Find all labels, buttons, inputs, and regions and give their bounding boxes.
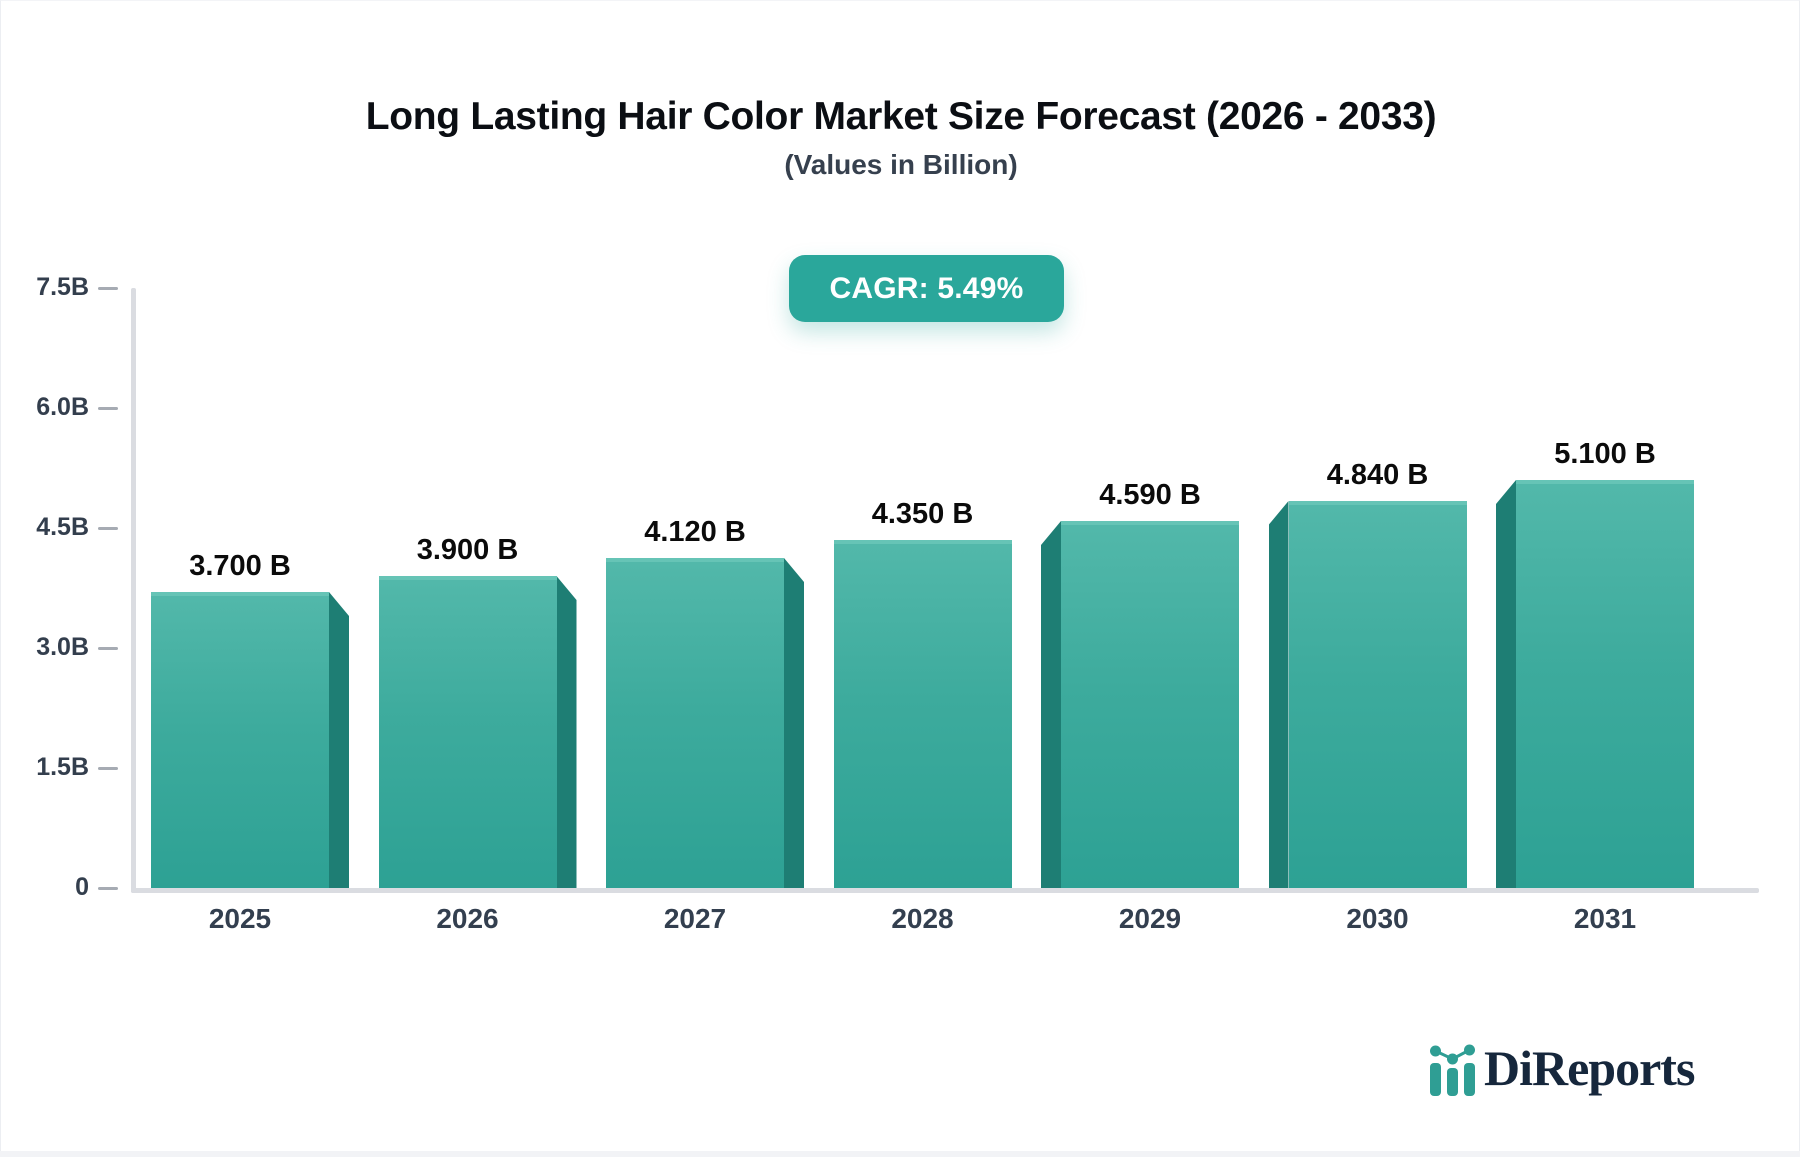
direports-logo-icon (1430, 1044, 1475, 1096)
bar-face-2031 (1516, 480, 1694, 888)
bar-value-label-2026: 3.900 B (416, 534, 519, 566)
y-tick-label-4.5B: 4.5B (36, 513, 89, 541)
bar-3d-side-2031 (1496, 480, 1516, 888)
bar-value-label-2031: 5.100 B (1554, 438, 1656, 470)
y-tick-mark-7.5B (98, 287, 118, 290)
bar-2027 (606, 558, 804, 888)
x-axis-label-2030: 2030 (1346, 903, 1409, 934)
bar-value-label-2027: 4.120 B (644, 516, 746, 548)
bar-3d-side-2030 (1268, 501, 1289, 888)
bar-value-label-2028: 4.350 B (871, 498, 974, 530)
bar-2028 (833, 540, 1012, 888)
bar-face-2027 (606, 558, 784, 888)
bar-3d-side-2027 (784, 558, 804, 888)
y-tick-mark-1.5B (98, 767, 118, 770)
bar-value-label-2029: 4.590 B (1099, 479, 1201, 511)
chart-subtitle: (Values in Billion) (784, 149, 1018, 180)
y-tick-mark-4.5B (98, 527, 118, 530)
y-axis-line (131, 288, 136, 893)
bar-face-2030 (1288, 501, 1467, 888)
bar-face-2028 (833, 540, 1012, 888)
bar-3d-side-2025 (329, 592, 349, 888)
x-axis-label-2026: 2026 (436, 903, 499, 934)
bar-2026 (378, 576, 577, 888)
bar-2029 (1041, 521, 1239, 888)
y-tick-label-7.5B: 7.5B (36, 273, 89, 301)
bar-face-2026 (378, 576, 557, 888)
y-tick-mark-6.0B (98, 407, 118, 410)
cagr-badge-label: CAGR: 5.49% (829, 271, 1024, 305)
x-axis-label-2027: 2027 (663, 903, 727, 934)
x-axis-label-2031: 2031 (1573, 903, 1637, 934)
direports-logo: DiReports (1428, 1023, 1728, 1113)
y-tick-label-3.0B: 3.0B (36, 633, 89, 661)
bar-face-2029 (1061, 521, 1239, 888)
bar-3d-side-2026 (556, 576, 577, 888)
y-tick-label-1.5B: 1.5B (36, 753, 89, 781)
x-axis-line (131, 888, 1759, 893)
bar-2025 (151, 592, 349, 888)
bar-value-label-2030: 4.840 B (1326, 459, 1429, 491)
bar-2031 (1496, 480, 1694, 888)
bar-2030 (1268, 501, 1467, 888)
bar-value-label-2025: 3.700 B (189, 550, 291, 582)
direports-logo-text: DiReports (1484, 1040, 1695, 1096)
chart-title: Long Lasting Hair Color Market Size Fore… (365, 95, 1437, 138)
x-axis-label-2025: 2025 (208, 903, 272, 934)
y-tick-label-0: 0 (75, 873, 89, 901)
x-axis-label-2029: 2029 (1118, 903, 1182, 934)
y-tick-mark-0 (98, 887, 118, 890)
y-tick-label-6.0B: 6.0B (36, 393, 89, 421)
x-axis-label-2028: 2028 (891, 903, 954, 934)
bar-face-2025 (151, 592, 329, 888)
cagr-badge: CAGR: 5.49% (789, 255, 1064, 322)
y-tick-mark-3.0B (98, 647, 118, 650)
bar-3d-side-2029 (1041, 521, 1061, 888)
